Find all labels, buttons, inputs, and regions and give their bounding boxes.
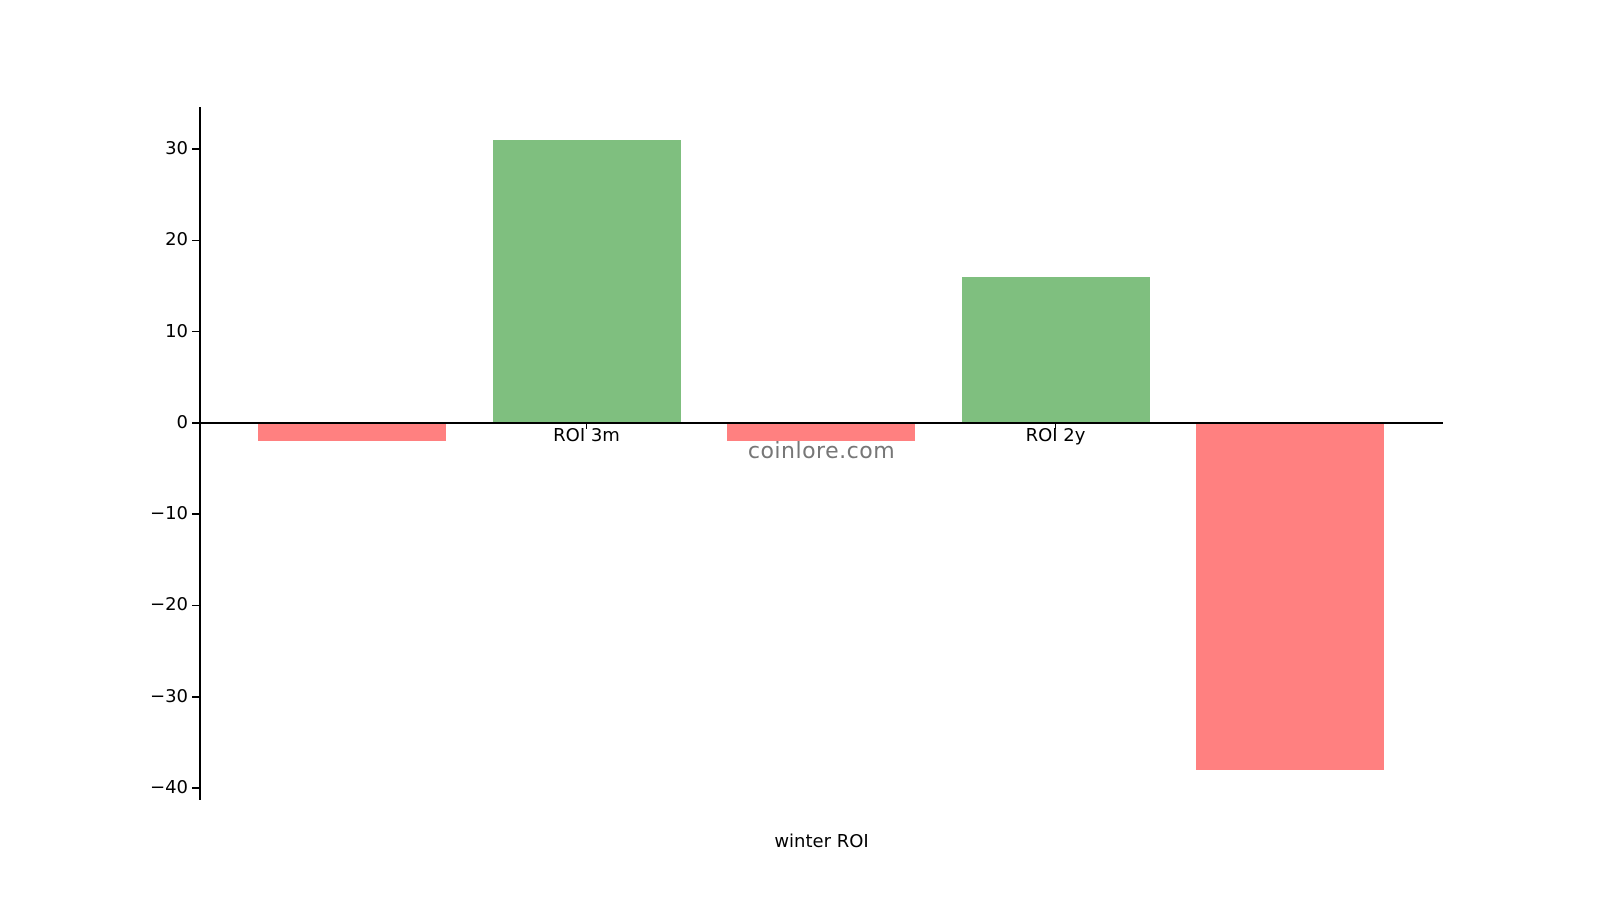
watermark-text: coinlore.com [747,439,896,464]
bar-ROI 3m [492,139,681,423]
x-tick-label: ROI 2y [1025,425,1086,446]
bar-ROI 2y [961,276,1150,423]
x-axis-title: winter ROI [774,831,869,852]
y-tick-label: 30 [165,138,188,160]
y-tick-label: 0 [176,411,188,433]
y-tick-label: −40 [150,777,188,799]
x-tick [585,422,588,429]
x-tick-label: ROI 3m [553,425,620,446]
y-tick [192,422,199,424]
y-tick [192,604,199,607]
y-axis-spine [199,107,201,800]
bar-series-4 [1196,422,1384,770]
x-tick [1054,422,1057,429]
y-tick [192,513,199,515]
x-axis-line [199,422,1443,424]
y-tick [192,239,199,242]
y-tick [192,696,199,698]
bar-series-2 [727,422,915,442]
y-tick-label: −20 [150,594,188,616]
y-tick [192,787,199,789]
y-tick [192,330,199,333]
bar-series-0 [258,422,446,442]
y-tick [192,148,199,150]
y-tick-label: −30 [150,685,188,707]
y-tick-label: −10 [150,503,188,525]
y-tick-label: 10 [165,320,188,342]
y-tick-label: 20 [165,229,188,251]
